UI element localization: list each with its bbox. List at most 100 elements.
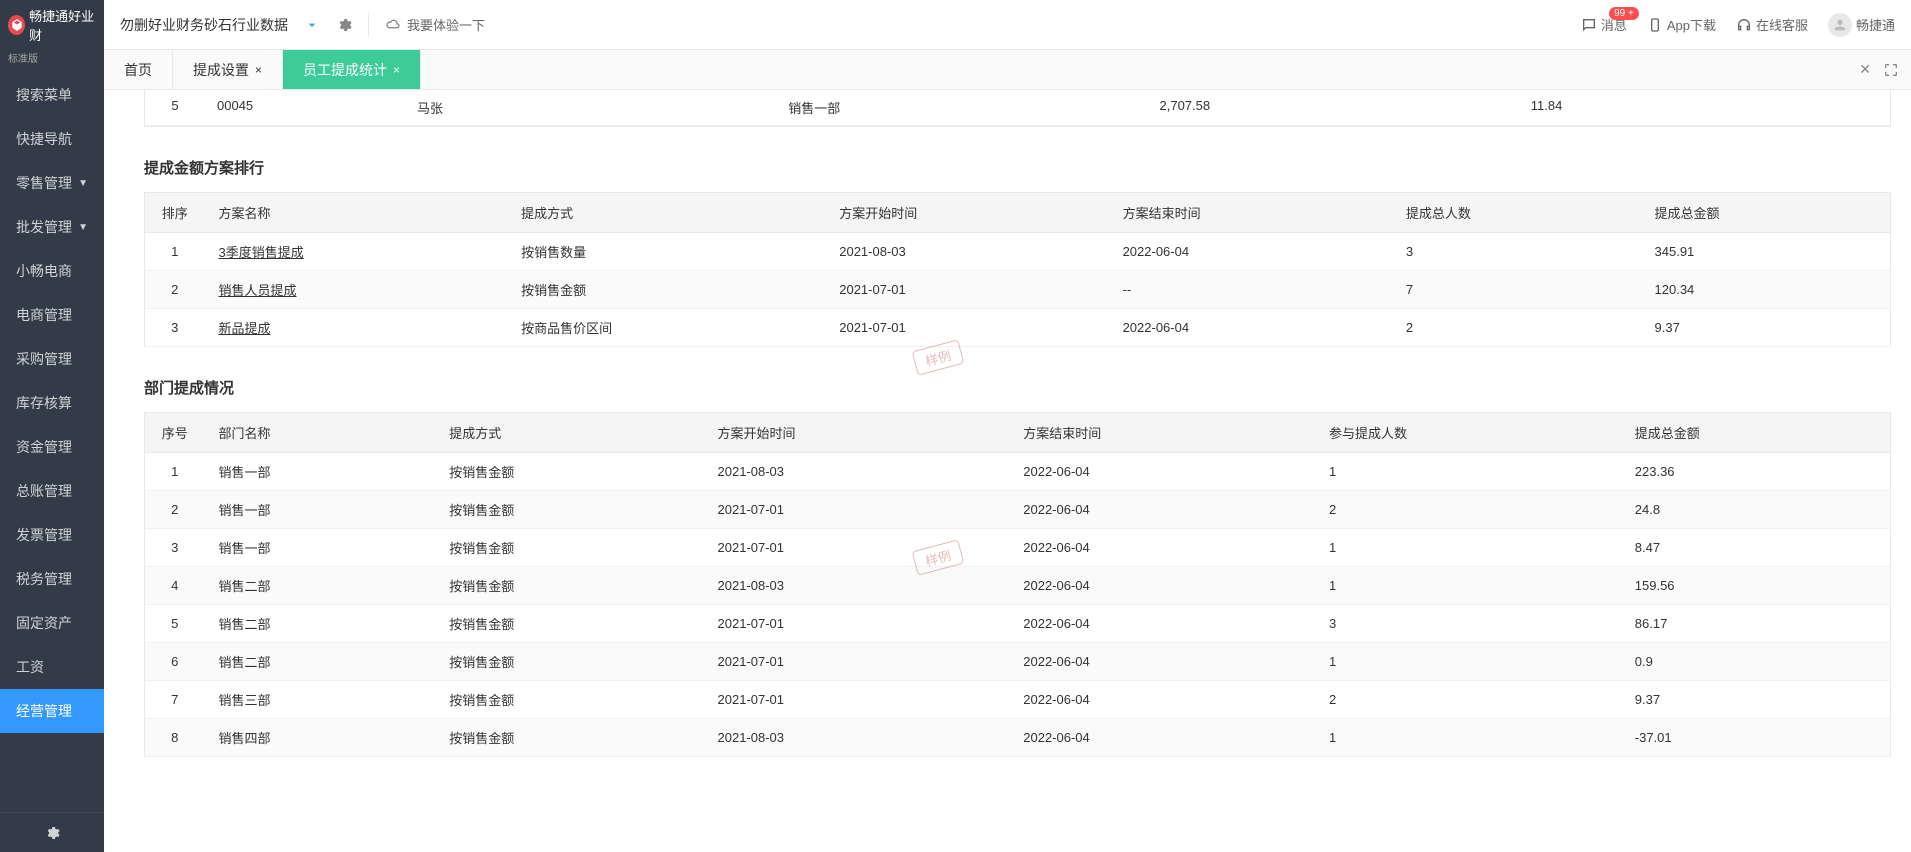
table-cell: 9.37 — [1621, 681, 1891, 719]
table-row: 2销售人员提成按销售金额2021-07-01--7120.34 — [145, 271, 1891, 309]
sidebar-item-label: 小畅电商 — [16, 261, 72, 281]
tab-close-icon[interactable]: × — [255, 63, 262, 77]
tabs-bar: 首页提成设置 × 员工提成统计 × ✕ — [104, 50, 1911, 90]
tab-label: 员工提成统计 — [303, 60, 387, 80]
table-cell: 2022-06-04 — [1109, 309, 1392, 347]
table-cell: 销售三部 — [205, 681, 436, 719]
sidebar-item[interactable]: 工资 — [0, 645, 104, 689]
table-row: 4销售二部按销售金额2021-08-032022-06-041159.56 — [145, 567, 1891, 605]
table-cell: 2 — [1315, 491, 1621, 529]
table-cell: 7 — [145, 681, 205, 719]
table-cell: 8 — [145, 719, 205, 757]
tab[interactable]: 员工提成统计 × — [283, 50, 421, 89]
cloud-icon — [385, 17, 401, 33]
table-cell: 2 — [145, 491, 205, 529]
sidebar-item[interactable]: 搜索菜单 — [0, 73, 104, 117]
sidebar-item[interactable]: 批发管理 ▼ — [0, 205, 104, 249]
org-dropdown-icon[interactable] — [304, 16, 320, 33]
tab[interactable]: 提成设置 × — [173, 50, 283, 89]
org-selector[interactable]: 勿删好业财务砂石行业数据 — [120, 15, 288, 35]
table-cell: -- — [1109, 271, 1392, 309]
table-cell: 按销售数量 — [507, 233, 825, 271]
table-cell: 按商品售价区间 — [507, 309, 825, 347]
table-cell: 5 — [145, 605, 205, 643]
sidebar-item[interactable]: 小畅电商 — [0, 249, 104, 293]
table-cell: 按销售金额 — [435, 491, 703, 529]
table-cell: 1 — [1315, 643, 1621, 681]
dept-status-table: 序号部门名称提成方式方案开始时间方案结束时间参与提成人数提成总金额 1销售一部按… — [144, 412, 1891, 757]
table-cell: 按销售金额 — [435, 719, 703, 757]
sidebar-item[interactable]: 电商管理 — [0, 293, 104, 337]
sidebar-item[interactable]: 零售管理▼ — [0, 161, 104, 205]
sidebar-item[interactable]: 固定资产 — [0, 601, 104, 645]
sidebar-item[interactable]: 经营管理 — [0, 689, 104, 733]
table-cell: 按销售金额 — [435, 605, 703, 643]
table-cell: 2022-06-04 — [1009, 681, 1315, 719]
table-cell: 2022-06-04 — [1009, 643, 1315, 681]
table-cell: 3 — [1392, 233, 1641, 271]
sidebar-menu: 搜索菜单快捷导航零售管理▼ 批发管理 ▼ 小畅电商电商管理采购管理库存核算资金管理总账… — [0, 73, 104, 812]
plan-name-link[interactable]: 销售人员提成 — [219, 283, 297, 298]
sidebar-item-label: 发票管理 — [16, 525, 72, 545]
table-cell: 2021-08-03 — [704, 719, 1010, 757]
brand-edition: 标准版 — [0, 50, 104, 73]
tab-close-icon[interactable]: × — [393, 63, 400, 77]
sidebar-item[interactable]: 税务管理 — [0, 557, 104, 601]
table-row: 5 00045 马张 销售一部 2,707.58 11.84 — [145, 90, 1890, 126]
tab-expand-button[interactable] — [1883, 61, 1899, 78]
table-header-cell: 方案开始时间 — [704, 413, 1010, 453]
org-settings-button[interactable] — [336, 16, 352, 33]
customer-service-button[interactable]: 在线客服 — [1736, 15, 1808, 34]
gear-icon — [44, 825, 60, 841]
sidebar-item-label: 工资 — [16, 657, 44, 677]
table-cell: 1 — [145, 233, 205, 271]
table-cell: 销售一部 — [205, 491, 436, 529]
sidebar-settings-button[interactable] — [0, 812, 104, 852]
table-header-cell: 方案结束时间 — [1109, 193, 1392, 233]
tab[interactable]: 首页 — [104, 50, 173, 89]
brand-logo-icon — [8, 15, 25, 35]
cell-seq: 5 — [145, 98, 205, 117]
messages-badge: 99 + — [1609, 7, 1639, 20]
table-header-cell: 提成总金额 — [1621, 413, 1891, 453]
sidebar-item-label: 库存核算 — [16, 393, 72, 413]
table-header-cell: 方案结束时间 — [1009, 413, 1315, 453]
table-cell: 2021-07-01 — [704, 529, 1010, 567]
tab-label: 提成设置 — [193, 60, 249, 80]
plan-name-link[interactable]: 3季度销售提成 — [219, 245, 304, 260]
sidebar-item-label: 固定资产 — [16, 613, 72, 633]
customer-service-label: 在线客服 — [1756, 15, 1808, 34]
section-title: 提成金额方案排行 — [144, 157, 1891, 178]
table-cell: 2021-08-03 — [704, 453, 1010, 491]
caret-down-icon: ▼ — [78, 222, 88, 233]
messages-button[interactable]: 消息 99 + — [1581, 15, 1627, 34]
username-label: 畅捷通 — [1856, 15, 1895, 34]
table-row: 3销售一部按销售金额2021-07-012022-06-0418.47 — [145, 529, 1891, 567]
sidebar-item-label: 资金管理 — [16, 437, 72, 457]
table-cell: 24.8 — [1621, 491, 1891, 529]
cell-code: 00045 — [205, 98, 405, 117]
dept-status-section: 部门提成情况 序号部门名称提成方式方案开始时间方案结束时间参与提成人数提成总金额… — [144, 377, 1891, 757]
sidebar-item[interactable]: 资金管理 — [0, 425, 104, 469]
sidebar-item-label: 电商管理 — [16, 305, 72, 325]
sidebar-item[interactable]: 发票管理 — [0, 513, 104, 557]
table-cell: 1 — [1315, 567, 1621, 605]
table-cell: 销售二部 — [205, 567, 436, 605]
sidebar-item-label: 搜索菜单 — [16, 85, 72, 105]
sidebar-item[interactable]: 快捷导航 — [0, 117, 104, 161]
sidebar-item[interactable]: 库存核算 — [0, 381, 104, 425]
sidebar-item[interactable]: 采购管理 — [0, 337, 104, 381]
table-cell: 2022-06-04 — [1009, 567, 1315, 605]
tab-close-all-button[interactable]: ✕ — [1859, 61, 1871, 78]
sidebar-item-label: 批发管理 — [16, 217, 72, 237]
plan-name-link[interactable]: 新品提成 — [219, 321, 271, 336]
sidebar-item[interactable]: 总账管理 — [0, 469, 104, 513]
table-cell: 223.36 — [1621, 453, 1891, 491]
sidebar-item-label: 快捷导航 — [16, 129, 72, 149]
app-download-button[interactable]: App下载 — [1647, 15, 1716, 34]
sidebar-item-label: 总账管理 — [16, 481, 72, 501]
table-cell: 2021-08-03 — [825, 233, 1108, 271]
experience-button[interactable]: 我要体验一下 — [385, 15, 485, 34]
table-cell: 0.9 — [1621, 643, 1891, 681]
user-menu[interactable]: 畅捷通 — [1828, 13, 1895, 37]
